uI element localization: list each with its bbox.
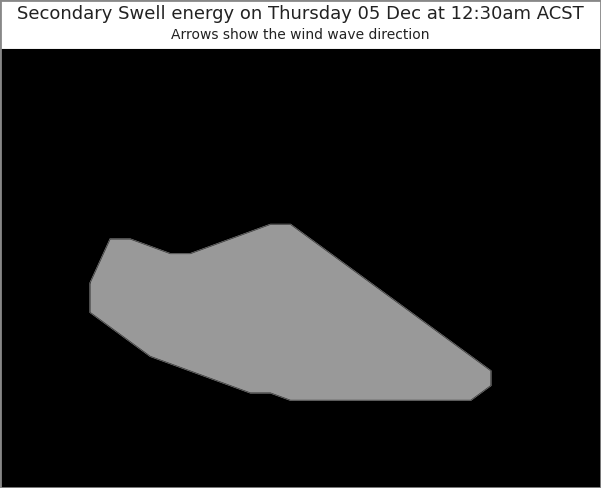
Text: Arrows show the wind wave direction: Arrows show the wind wave direction: [171, 28, 430, 42]
Text: Secondary Swell energy on Thursday 05 Dec at 12:30am ACST: Secondary Swell energy on Thursday 05 De…: [17, 5, 584, 22]
Polygon shape: [90, 224, 491, 400]
